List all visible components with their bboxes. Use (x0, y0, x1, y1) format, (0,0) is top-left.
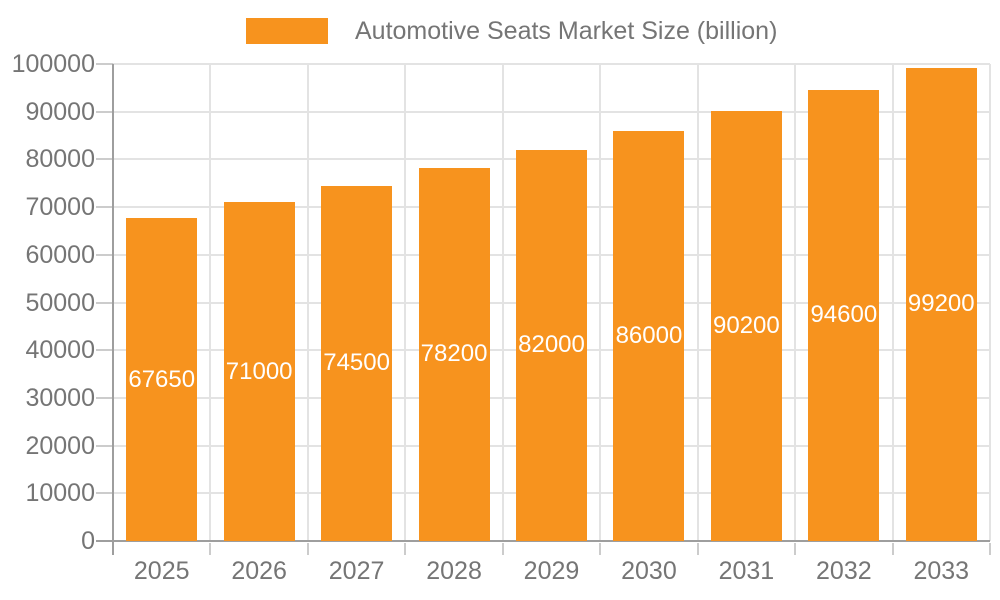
x-tick-mark (599, 543, 602, 555)
x-axis-line (96, 540, 990, 542)
v-gridline (696, 64, 699, 541)
x-axis-tick-label: 2030 (621, 557, 677, 585)
x-axis-tick-label: 2026 (231, 557, 287, 585)
bar-value-label: 71000 (225, 357, 293, 385)
y-axis-tick-label: 100000 (11, 50, 95, 78)
y-tick-mark (96, 396, 113, 399)
y-axis-tick-label: 50000 (25, 288, 95, 317)
y-axis-tick-label: 20000 (25, 431, 95, 460)
bar[interactable]: 71000 (223, 202, 295, 541)
x-tick-mark (209, 543, 212, 555)
x-tick-mark (404, 543, 407, 555)
bar[interactable]: 78200 (418, 167, 490, 541)
x-axis-tick-label: 2029 (523, 557, 580, 585)
y-axis-tick-label: 0 (81, 527, 95, 555)
x-tick-mark (989, 543, 991, 555)
bar[interactable]: 94600 (808, 89, 880, 541)
bar[interactable]: 67650 (126, 218, 198, 541)
bar[interactable]: 86000 (613, 130, 685, 541)
x-axis-tick-label: 2027 (328, 557, 385, 585)
y-tick-mark (96, 158, 113, 161)
bar-value-label: 86000 (615, 321, 683, 349)
v-gridline (501, 64, 504, 541)
bar-value-label: 67650 (128, 365, 196, 393)
y-axis-tick-label: 80000 (25, 145, 95, 174)
bar-value-label: 90200 (713, 311, 780, 339)
v-gridline (891, 64, 894, 541)
h-gridline (113, 63, 990, 65)
x-axis-tick-label: 2031 (718, 557, 775, 585)
legend-label: Automotive Seats Market Size (billion) (355, 16, 778, 45)
y-axis-tick-label: 90000 (25, 97, 95, 126)
x-axis-tick-label: 2025 (133, 557, 190, 585)
y-tick-mark (96, 444, 113, 447)
bar[interactable]: 74500 (321, 185, 393, 541)
x-tick-mark (501, 543, 504, 555)
y-tick-mark (96, 110, 113, 113)
y-tick-mark (96, 206, 113, 209)
x-tick-mark (794, 543, 797, 555)
bar-value-label: 99200 (907, 290, 975, 318)
x-axis-tick-label: 2032 (816, 557, 872, 585)
bar-value-label: 78200 (420, 340, 488, 368)
bar[interactable]: 82000 (516, 149, 587, 541)
y-axis-tick-label: 40000 (25, 336, 95, 365)
y-axis-tick-label: 30000 (25, 383, 95, 412)
bar[interactable]: 99200 (905, 67, 977, 541)
y-tick-mark (96, 253, 113, 256)
x-tick-mark (696, 543, 699, 555)
v-gridline (209, 64, 212, 541)
v-gridline (599, 64, 602, 541)
legend-color-swatch (246, 18, 328, 44)
bar[interactable]: 90200 (710, 110, 782, 541)
y-tick-mark (96, 301, 113, 304)
x-tick-mark (891, 543, 894, 555)
y-tick-mark (96, 63, 113, 65)
h-gridline (113, 110, 990, 113)
v-gridline (306, 64, 309, 541)
x-axis-tick-label: 2028 (426, 557, 482, 585)
v-gridline (989, 64, 991, 541)
y-tick-mark (96, 492, 113, 495)
y-axis-line (112, 64, 114, 555)
y-axis-tick-label: 60000 (25, 240, 95, 269)
y-axis-tick-label: 70000 (25, 193, 95, 222)
legend-item[interactable]: Automotive Seats Market Size (billion) (246, 16, 777, 46)
bar-value-label: 94600 (810, 301, 878, 329)
bar-value-label: 82000 (518, 331, 585, 359)
y-axis-tick-label: 10000 (25, 479, 95, 508)
x-axis-tick-label: 2033 (913, 557, 970, 585)
v-gridline (404, 64, 407, 541)
x-tick-mark (306, 543, 309, 555)
v-gridline (794, 64, 797, 541)
bar-value-label: 74500 (323, 349, 390, 377)
y-tick-mark (96, 349, 113, 352)
